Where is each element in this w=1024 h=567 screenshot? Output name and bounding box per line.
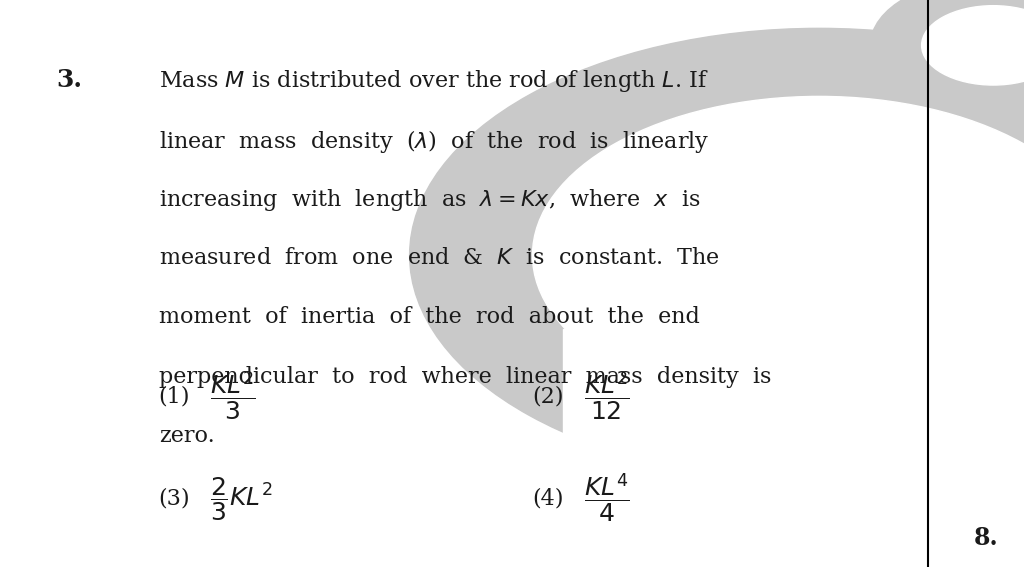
Text: zero.: zero. <box>159 425 214 447</box>
Text: (3): (3) <box>159 488 190 510</box>
Text: $\dfrac{KL^2}{3}$: $\dfrac{KL^2}{3}$ <box>210 370 256 424</box>
Text: perpendicular  to  rod  where  linear  mass  density  is: perpendicular to rod where linear mass d… <box>159 366 771 388</box>
Text: (1): (1) <box>159 386 190 408</box>
Text: linear  mass  density  ($\lambda$)  of  the  rod  is  linearly: linear mass density ($\lambda$) of the r… <box>159 128 710 155</box>
Bar <box>563 329 1024 567</box>
Text: $\dfrac{KL^2}{12}$: $\dfrac{KL^2}{12}$ <box>584 370 630 424</box>
Text: 8.: 8. <box>974 526 998 550</box>
Text: (2): (2) <box>532 386 564 408</box>
Text: $\dfrac{2}{3}KL^2$: $\dfrac{2}{3}KL^2$ <box>210 475 272 523</box>
Text: 3.: 3. <box>56 68 82 92</box>
Circle shape <box>922 6 1024 85</box>
Text: increasing  with  length  as  $\lambda = Kx$,  where  $x$  is: increasing with length as $\lambda = Kx$… <box>159 187 700 213</box>
Circle shape <box>850 488 1024 567</box>
Circle shape <box>410 28 1024 482</box>
Text: Mass $M$ is distributed over the rod of length $L$. If: Mass $M$ is distributed over the rod of … <box>159 68 709 94</box>
Circle shape <box>532 96 1024 414</box>
Text: measured  from  one  end  &  $K$  is  constant.  The: measured from one end & $K$ is constant.… <box>159 247 720 269</box>
Text: moment  of  inertia  of  the  rod  about  the  end: moment of inertia of the rod about the e… <box>159 306 699 328</box>
Text: $\dfrac{KL^4}{4}$: $\dfrac{KL^4}{4}$ <box>584 472 630 526</box>
Circle shape <box>809 442 1024 567</box>
Text: (4): (4) <box>532 488 564 510</box>
Circle shape <box>870 0 1024 113</box>
